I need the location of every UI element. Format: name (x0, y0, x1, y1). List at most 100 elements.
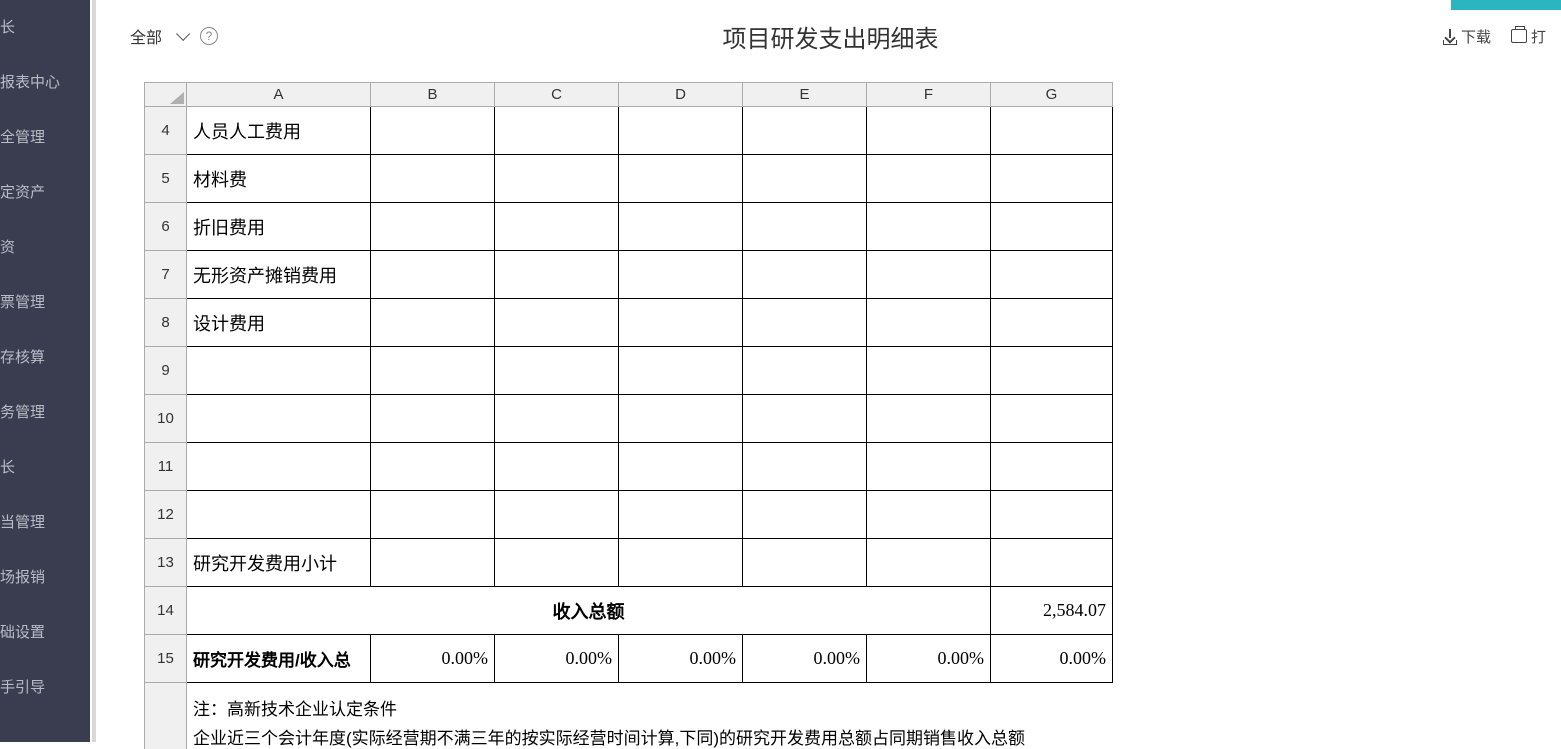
cell[interactable] (867, 347, 991, 395)
cell[interactable] (743, 299, 867, 347)
cell[interactable] (743, 347, 867, 395)
cell[interactable] (371, 155, 495, 203)
cell[interactable] (619, 155, 743, 203)
cell[interactable]: 折旧费用 (187, 203, 371, 251)
cell[interactable] (619, 299, 743, 347)
cell[interactable] (495, 347, 619, 395)
sidebar-item-11[interactable]: 础设置 (0, 605, 90, 660)
row-header[interactable]: 9 (145, 347, 187, 395)
row-header[interactable]: 6 (145, 203, 187, 251)
cell[interactable] (743, 155, 867, 203)
cell[interactable] (743, 107, 867, 155)
download-button[interactable]: 下载 (1443, 26, 1491, 47)
cell[interactable] (867, 155, 991, 203)
print-button[interactable]: 打 (1511, 26, 1546, 47)
cell[interactable]: 无形资产摊销费用 (187, 251, 371, 299)
col-header-G[interactable]: G (991, 83, 1113, 107)
cell[interactable] (495, 539, 619, 587)
table-row[interactable]: 14 收入总额 2,584.07 (145, 587, 1113, 635)
table-row[interactable]: 7无形资产摊销费用 (145, 251, 1113, 299)
sidebar-item-0[interactable]: 长 (0, 0, 90, 55)
sidebar-item-10[interactable]: 场报销 (0, 550, 90, 605)
sidebar-item-7[interactable]: 务管理 (0, 385, 90, 440)
cell[interactable]: 研究开发费用小计 (187, 539, 371, 587)
cell[interactable] (619, 347, 743, 395)
cell[interactable] (371, 539, 495, 587)
cell[interactable] (991, 491, 1113, 539)
cell[interactable] (867, 299, 991, 347)
cell[interactable] (619, 443, 743, 491)
cell[interactable]: 材料费 (187, 155, 371, 203)
ratio-value-cell[interactable]: 0.00% (619, 635, 743, 683)
table-row[interactable]: 9 (145, 347, 1113, 395)
sidebar-item-3[interactable]: 定资产 (0, 165, 90, 220)
filter-dropdown[interactable]: 全部 ? (130, 24, 218, 48)
cell[interactable] (619, 395, 743, 443)
cell[interactable] (743, 443, 867, 491)
table-row[interactable]: 13研究开发费用小计 (145, 539, 1113, 587)
sidebar-item-12[interactable]: 手引导 (0, 660, 90, 715)
cell[interactable] (187, 443, 371, 491)
cell[interactable]: 设计费用 (187, 299, 371, 347)
cell[interactable] (743, 395, 867, 443)
cell[interactable] (867, 443, 991, 491)
cell[interactable] (867, 395, 991, 443)
cell[interactable] (743, 251, 867, 299)
col-header-C[interactable]: C (495, 83, 619, 107)
cell[interactable] (991, 299, 1113, 347)
cell[interactable] (867, 251, 991, 299)
cell[interactable] (867, 107, 991, 155)
sidebar-item-9[interactable]: 当管理 (0, 495, 90, 550)
cell[interactable] (743, 203, 867, 251)
table-row[interactable]: 15 研究开发费用/收入总 0.00% 0.00% 0.00% 0.00% 0.… (145, 635, 1113, 683)
ratio-value-cell[interactable]: 0.00% (371, 635, 495, 683)
cell[interactable] (371, 299, 495, 347)
cell[interactable] (495, 491, 619, 539)
sheet-table[interactable]: A B C D E F G 4人员人工费用5材料费6折旧费用7无形资产摊销费用8… (144, 82, 1113, 749)
cell[interactable] (991, 203, 1113, 251)
cell[interactable] (991, 251, 1113, 299)
table-row[interactable]: 6折旧费用 (145, 203, 1113, 251)
cell[interactable] (867, 539, 991, 587)
cell[interactable] (619, 539, 743, 587)
cell[interactable] (619, 251, 743, 299)
select-all-corner[interactable] (145, 83, 187, 107)
cell[interactable] (187, 347, 371, 395)
cell[interactable] (371, 491, 495, 539)
cell[interactable] (371, 203, 495, 251)
cell[interactable] (371, 443, 495, 491)
cell[interactable] (619, 203, 743, 251)
row-header[interactable]: 5 (145, 155, 187, 203)
row-header[interactable] (145, 720, 187, 749)
cell[interactable] (371, 347, 495, 395)
cell[interactable] (991, 347, 1113, 395)
cell[interactable] (495, 203, 619, 251)
cell[interactable] (495, 251, 619, 299)
cell[interactable] (619, 107, 743, 155)
cell[interactable] (495, 155, 619, 203)
table-row[interactable]: 8设计费用 (145, 299, 1113, 347)
cell[interactable] (991, 443, 1113, 491)
table-row[interactable]: 10 (145, 395, 1113, 443)
ratio-label-cell[interactable]: 研究开发费用/收入总 (187, 635, 371, 683)
cell[interactable] (619, 491, 743, 539)
ratio-value-cell[interactable]: 0.00% (495, 635, 619, 683)
sidebar-item-1[interactable]: 报表中心 (0, 55, 90, 110)
income-label-cell[interactable]: 收入总额 (187, 587, 991, 635)
cell[interactable] (371, 251, 495, 299)
cell[interactable] (991, 539, 1113, 587)
table-row[interactable]: 11 (145, 443, 1113, 491)
col-header-F[interactable]: F (867, 83, 991, 107)
cell[interactable] (991, 107, 1113, 155)
col-header-A[interactable]: A (187, 83, 371, 107)
cell[interactable]: 人员人工费用 (187, 107, 371, 155)
sidebar-item-8[interactable]: 长 (0, 440, 90, 495)
sidebar-item-2[interactable]: 全管理 (0, 110, 90, 165)
ratio-value-cell[interactable]: 0.00% (867, 635, 991, 683)
cell[interactable] (187, 395, 371, 443)
help-icon[interactable]: ? (200, 27, 218, 45)
cell[interactable] (371, 107, 495, 155)
table-row[interactable]: 5材料费 (145, 155, 1113, 203)
table-row[interactable]: 12 (145, 491, 1113, 539)
row-header[interactable]: 4 (145, 107, 187, 155)
